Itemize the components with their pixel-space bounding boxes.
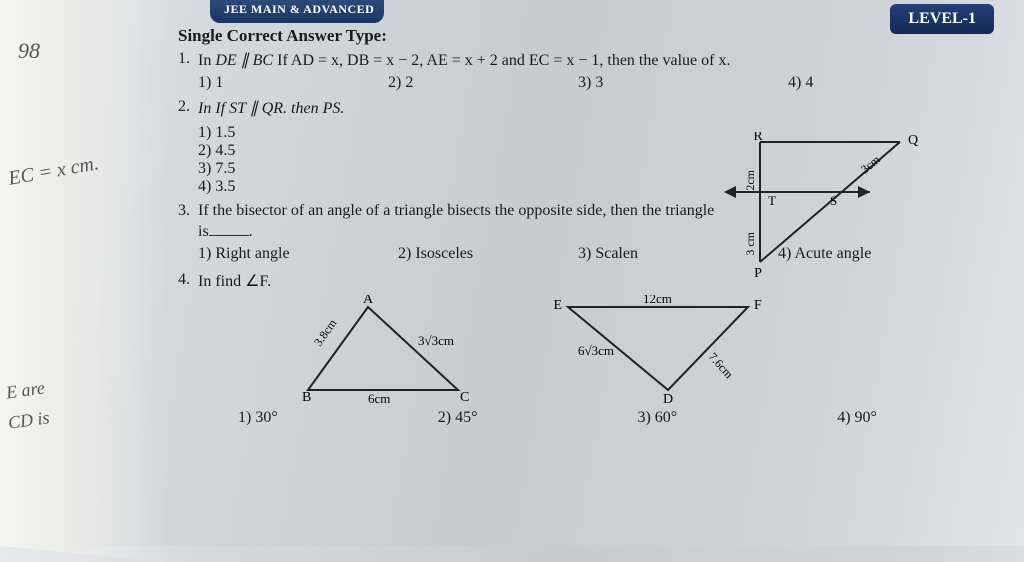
q3-text-b: is <box>198 223 209 240</box>
question-3: 3. If the bisector of an angle of a tria… <box>160 202 1004 263</box>
question-4: 4. In find ∠F. A B C 3.8cm 6cm 3√3cm E <box>160 271 1004 427</box>
q4-def-ef: 12cm <box>643 295 672 306</box>
q4-abc-B: B <box>302 390 311 405</box>
q1-opt-1: 1) 1 <box>198 74 388 92</box>
q4-def-E: E <box>553 298 562 313</box>
q1-opt-3: 3) 3 <box>578 74 788 92</box>
q4-def-F: F <box>754 298 762 313</box>
q4-diagrams: A B C 3.8cm 6cm 3√3cm E F D 12cm 6√3cm 7… <box>288 295 1004 405</box>
q3-opt-3: 3) Scalen <box>578 245 778 263</box>
q3-opt-4: 4) Acute angle <box>778 245 871 263</box>
q3-text-a: If the bisector of an angle of a triangl… <box>198 202 714 219</box>
q4-options: 1) 30° 2) 45° 3) 60° 4) 90° <box>238 409 1004 427</box>
q2-dim-sq: 3cm <box>858 152 883 176</box>
q2-opt-1: 1) 1.5 <box>198 124 235 142</box>
q1-number: 1. <box>160 50 190 68</box>
q1-body: In DE ∥ BC If AD = x, DB = x − 2, AE = x… <box>198 50 1004 92</box>
q4-abc-C: C <box>460 390 469 405</box>
q4-opt-4: 4) 90° <box>837 409 877 427</box>
q3-opt-1: 1) Right angle <box>198 245 398 263</box>
q2-label-Q: Q <box>908 133 918 148</box>
page-curve <box>0 0 168 562</box>
q4-opt-2: 2) 45° <box>438 409 478 427</box>
q4-number: 4. <box>160 271 190 289</box>
q3-options: 1) Right angle 2) Isosceles 3) Scalen 4)… <box>198 245 1004 263</box>
q4-abc-bc: 6cm <box>368 391 390 405</box>
q1-options: 1) 1 2) 2 3) 3 4) 4 <box>198 74 1004 92</box>
question-1: 1. In DE ∥ BC If AD = x, DB = x − 2, AE … <box>160 50 1004 92</box>
q4-abc-A: A <box>363 295 374 307</box>
q2-label-R: R <box>753 132 763 144</box>
q4-triangle-def: E F D 12cm 6√3cm 7.6cm <box>548 295 788 405</box>
q4-opt-3: 3) 60° <box>637 409 677 427</box>
q1-text-b: DE ∥ BC <box>215 52 273 69</box>
q3-body: If the bisector of an angle of a triangl… <box>198 202 1004 263</box>
q4-body: In find ∠F. A B C 3.8cm 6cm 3√3cm E F <box>198 271 1004 427</box>
q4-opt-1: 1) 30° <box>238 409 278 427</box>
content-area: 1. In DE ∥ BC If AD = x, DB = x − 2, AE … <box>160 50 1004 433</box>
q4-abc-ab: 3.8cm <box>311 316 340 349</box>
q1-opt-2: 2) 2 <box>388 74 578 92</box>
q2-text: In If ST ∥ QR. then PS. <box>198 100 344 117</box>
q2-dim-rt: 2cm <box>743 169 757 190</box>
q4-def-D: D <box>663 392 673 405</box>
q4-def-ed: 6√3cm <box>578 343 614 358</box>
q3-number: 3. <box>160 202 190 220</box>
section-title: Single Correct Answer Type: <box>178 26 387 46</box>
q3-blank <box>209 220 249 236</box>
q1-text-c: If AD = x, DB = x − 2, AE = x + 2 and EC… <box>273 52 730 69</box>
margin-num-98: 98 <box>18 38 40 64</box>
q4-abc-ca: 3√3cm <box>418 333 454 348</box>
jee-badge: JEE MAIN & ADVANCED <box>210 0 384 23</box>
level-badge: LEVEL-1 <box>890 4 994 34</box>
q1-text-a: In <box>198 52 215 69</box>
q4-def-df: 7.6cm <box>706 350 737 382</box>
q2-number: 2. <box>160 98 190 116</box>
q4-triangle-abc: A B C 3.8cm 6cm 3√3cm <box>288 295 488 405</box>
q1-opt-4: 4) 4 <box>788 74 813 92</box>
q3-opt-2: 2) Isosceles <box>398 245 578 263</box>
q4-text: In find ∠F. <box>198 273 271 290</box>
